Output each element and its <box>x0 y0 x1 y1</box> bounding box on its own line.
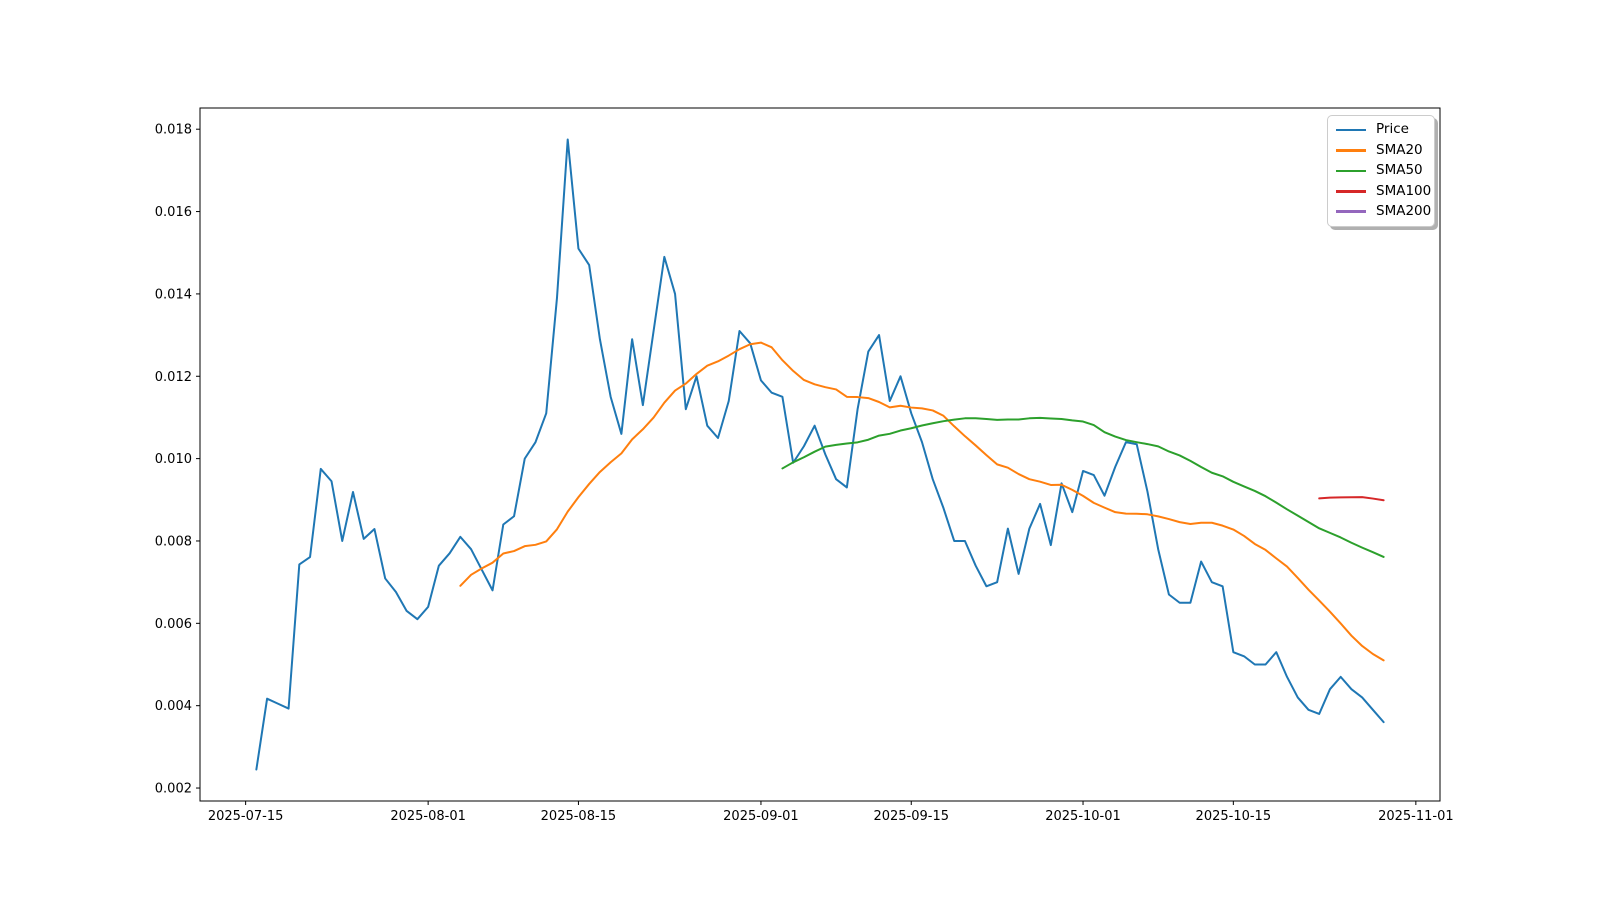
sma50-line <box>781 416 1385 558</box>
x-tick-label: 2025-11-01 <box>1378 809 1454 824</box>
legend-item-price: Price <box>1336 120 1426 140</box>
y-tick-label: 0.004 <box>155 699 192 714</box>
x-tick-label: 2025-10-15 <box>1196 809 1272 824</box>
y-tick-label: 0.010 <box>155 452 192 467</box>
legend-item-sma100: SMA100 <box>1336 181 1431 201</box>
legend-item-sma200: SMA200 <box>1336 202 1431 222</box>
sma100-line <box>1318 496 1385 502</box>
sma20-line <box>459 341 1385 662</box>
legend-swatch-price <box>1336 128 1366 132</box>
legend-label: SMA100 <box>1376 182 1432 199</box>
y-tick-label: 0.002 <box>155 782 192 797</box>
axes-box <box>199 107 1441 802</box>
y-tick-label: 0.012 <box>155 370 192 385</box>
x-tick-label: 2025-09-01 <box>723 809 799 824</box>
y-tick-label: 0.006 <box>155 617 192 632</box>
x-tick-label: 2025-10-01 <box>1045 809 1121 824</box>
legend-swatch-sma100 <box>1336 190 1366 193</box>
y-tick-label: 0.018 <box>155 123 192 138</box>
legend-label: SMA50 <box>1376 162 1423 179</box>
legend-swatch-sma20 <box>1336 149 1366 152</box>
x-tick-label: 2025-08-15 <box>541 809 617 824</box>
y-axis: 0.002 0.004 0.006 0.008 0.010 0.012 0.014 0.016… <box>155 123 200 797</box>
legend-label: SMA20 <box>1376 141 1423 158</box>
x-axis: 2025-07-15 2025-08-01 2025-08-15 2025-09-01… <box>208 801 1454 824</box>
legend-label: Price <box>1376 121 1409 138</box>
y-tick-label: 0.016 <box>155 205 192 220</box>
y-tick-label: 0.008 <box>155 534 192 549</box>
x-tick-label: 2025-09-15 <box>873 809 949 824</box>
legend-label: SMA200 <box>1376 203 1432 219</box>
chart-legend: Price SMA20 SMA50 SMA100 SMA200 <box>1327 115 1435 227</box>
legend-item-sma20: SMA20 <box>1336 140 1426 160</box>
legend-swatch-sma50 <box>1336 169 1366 173</box>
x-tick-label: 2025-08-01 <box>390 809 466 824</box>
legend-item-sma50: SMA50 <box>1336 161 1426 181</box>
y-tick-label: 0.014 <box>155 287 192 302</box>
price-line <box>255 138 1385 771</box>
legend-swatch-sma200 <box>1336 210 1366 214</box>
x-tick-label: 2025-07-15 <box>208 809 284 824</box>
